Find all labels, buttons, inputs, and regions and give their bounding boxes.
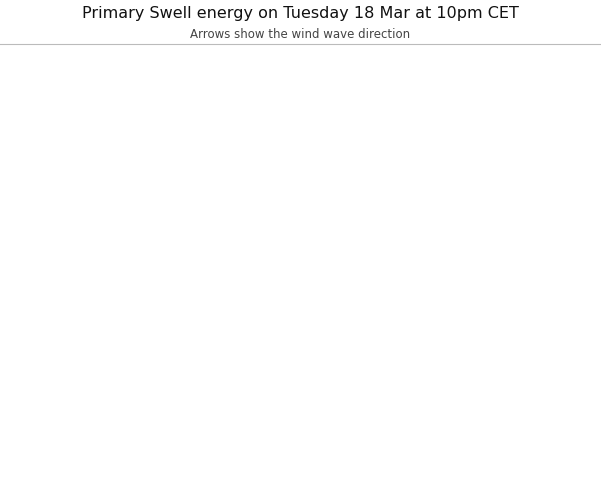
Text: Primary Swell energy on Tuesday 18 Mar at 10pm CET: Primary Swell energy on Tuesday 18 Mar a… [82, 6, 519, 21]
Text: cartopy required: cartopy required [243, 267, 358, 281]
Text: Arrows show the wind wave direction: Arrows show the wind wave direction [191, 28, 410, 41]
